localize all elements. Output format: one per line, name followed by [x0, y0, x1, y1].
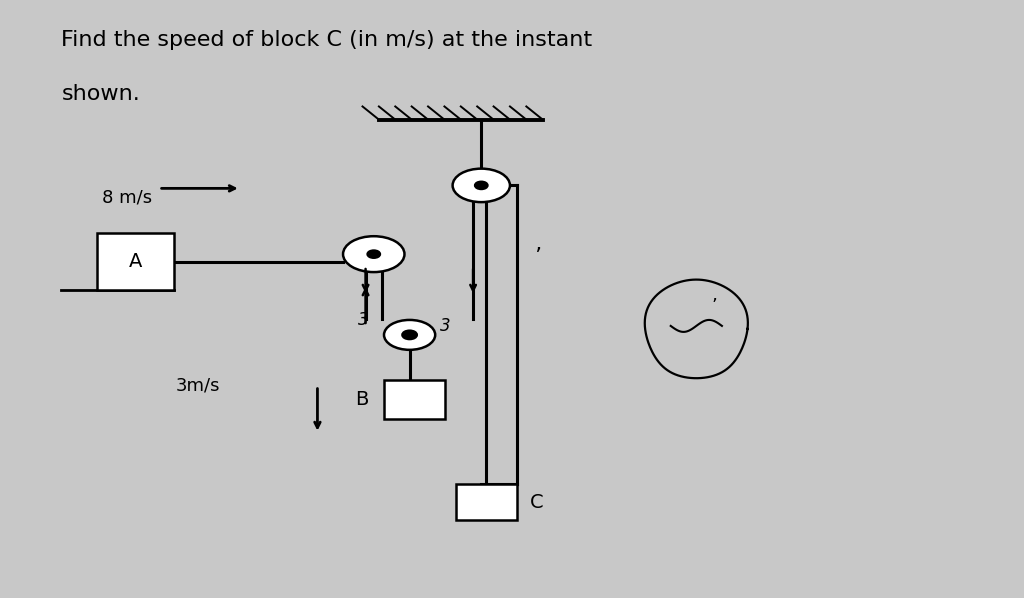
Circle shape: [368, 251, 380, 258]
Bar: [456, 484, 517, 520]
Circle shape: [343, 236, 404, 272]
Bar: [384, 380, 445, 419]
Text: B: B: [355, 390, 369, 408]
Bar: [97, 233, 174, 290]
Circle shape: [402, 331, 417, 339]
Text: ’: ’: [712, 297, 718, 315]
Text: shown.: shown.: [61, 84, 140, 103]
Text: C: C: [529, 493, 543, 512]
Text: 3: 3: [358, 311, 369, 329]
Text: 8 m/s: 8 m/s: [102, 188, 153, 206]
Circle shape: [453, 169, 510, 202]
Text: 3m/s: 3m/s: [176, 377, 220, 395]
Text: Find the speed of block C (in m/s) at the instant: Find the speed of block C (in m/s) at th…: [61, 30, 593, 50]
Circle shape: [384, 320, 435, 350]
Text: ’: ’: [535, 247, 541, 267]
Text: 3: 3: [440, 317, 451, 335]
Circle shape: [475, 182, 487, 189]
Text: A: A: [129, 252, 142, 271]
